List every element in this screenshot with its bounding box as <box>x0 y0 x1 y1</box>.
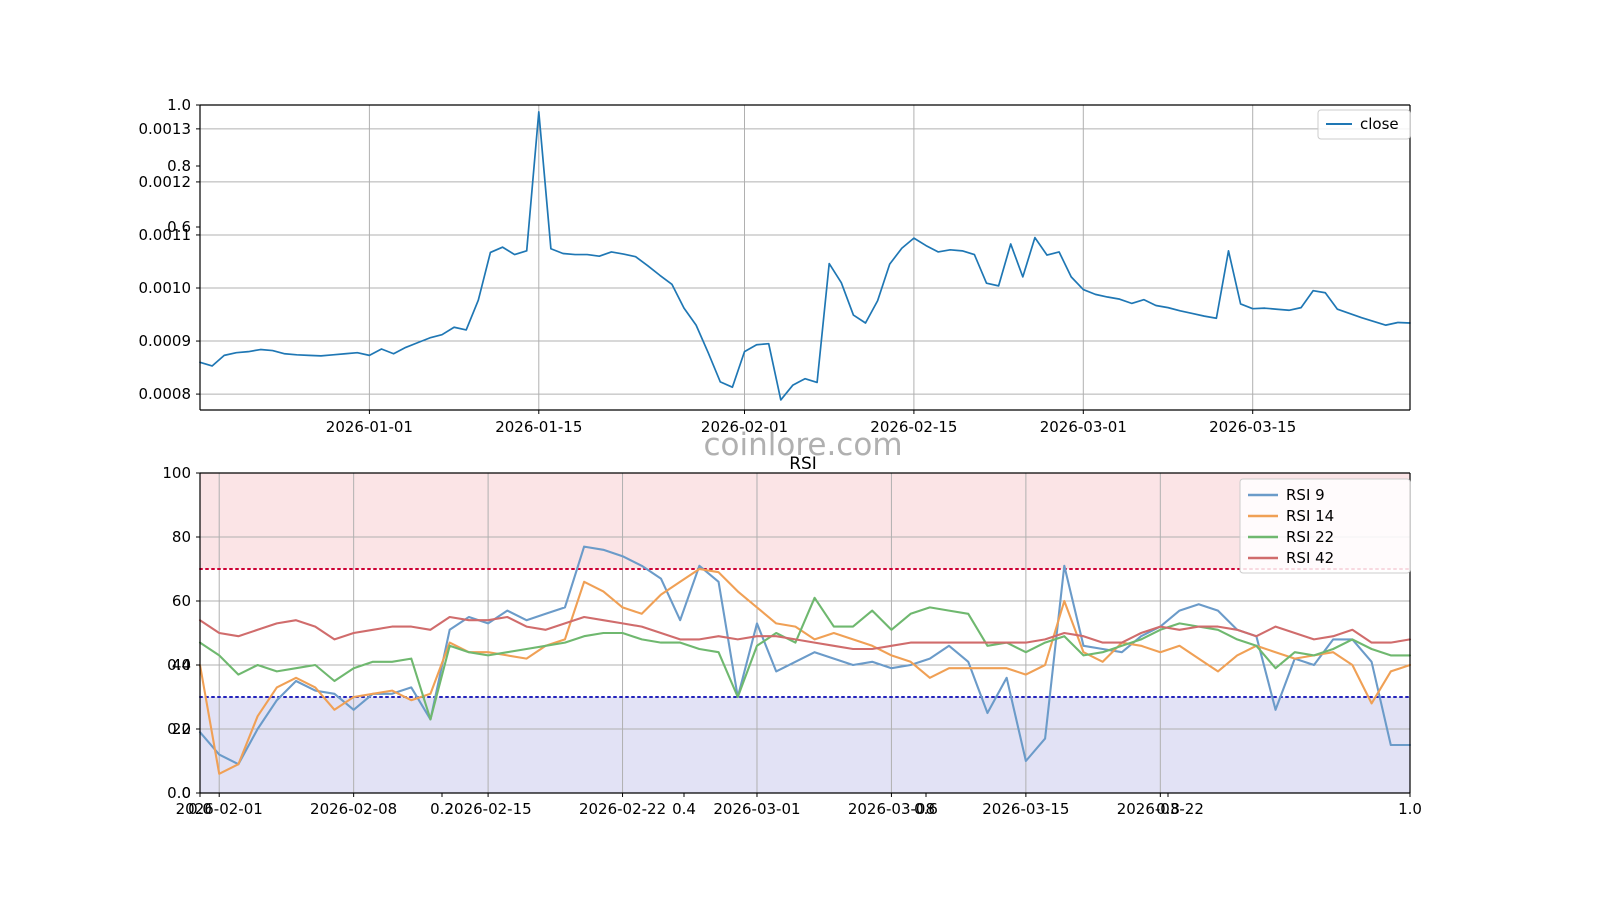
legend-background <box>1239 478 1411 574</box>
y-tick-label: 0.0009 <box>139 332 192 350</box>
x-tick-label: 2026-03-22 <box>1117 800 1204 818</box>
rsi-line-rsi-42 <box>198 615 1412 651</box>
price-x-tick-labels: 2026-01-01 2026-01-15 2026-02-01 2026-02-15… <box>326 410 1296 436</box>
x-tick-label: 2026-02-15 <box>445 800 532 818</box>
rsi-line-rsi-9 <box>198 545 1412 766</box>
y-tick-label: 0 <box>181 784 191 802</box>
rsi-oversold-band <box>200 697 1410 793</box>
y-tick-label: 0.0012 <box>139 173 192 191</box>
price-panel: 0.0008 0.0009 0.0010 0.0011 0.0012 0.0013 0.6… <box>139 96 1411 436</box>
y-tick-label: 0.0010 <box>139 279 192 297</box>
price-y-tick-labels: 0.0008 0.0009 0.0010 0.0011 0.0012 0.0013 <box>139 120 200 403</box>
y-tick-label-overlay: 0.8 <box>167 157 191 175</box>
y-tick-label-overlay: 0.0 <box>167 784 191 802</box>
rsi-x-tick-labels-overlay: 0.0 0.2 0.4 0.6 0.8 1.0 <box>188 793 1422 818</box>
coinlore-watermark: coinlore.com <box>703 427 902 463</box>
rsi-x-tick-labels: 2026-02-01 2026-02-08 2026-02-15 2026-02-22… <box>176 793 1204 818</box>
legend-label-close: close <box>1360 115 1399 133</box>
legend-background <box>1317 109 1411 140</box>
legend-label-rsi-22: RSI 22 <box>1286 528 1334 546</box>
x-tick-label: 2026-02-01 <box>701 418 788 436</box>
y-tick-label-overlay: 0.4 <box>167 656 191 674</box>
x-tick-label-overlay: 0.6 <box>914 800 938 818</box>
price-y-tick-labels-overlay: 0.6 0.8 1.0 <box>167 96 200 236</box>
y-tick-label: 100 <box>162 464 191 482</box>
rsi-y-tick-labels: 0 20 40 60 80 100 <box>162 464 200 802</box>
x-tick-label: 2026-02-22 <box>579 800 666 818</box>
x-tick-label-overlay: 0.2 <box>430 800 454 818</box>
y-tick-label: 0.0008 <box>139 385 192 403</box>
x-tick-label: 2026-02-15 <box>870 418 957 436</box>
x-tick-label: 2026-03-08 <box>848 800 935 818</box>
rsi-title: RSI <box>789 454 817 474</box>
x-tick-label-overlay: 0.4 <box>672 800 696 818</box>
y-tick-label-overlay: 1.0 <box>167 96 191 114</box>
x-tick-label: 2026-01-01 <box>326 418 413 436</box>
x-tick-label: 2026-02-01 <box>176 800 263 818</box>
x-tick-label: 2026-03-01 <box>713 800 800 818</box>
x-tick-label: 2026-03-15 <box>1209 418 1296 436</box>
rsi-line-rsi-22 <box>198 596 1412 721</box>
y-tick-label: 0.0011 <box>139 226 192 244</box>
rsi-series-group <box>198 545 1412 775</box>
x-tick-label: 2026-01-15 <box>495 418 582 436</box>
y-tick-label: 80 <box>172 528 191 546</box>
price-gridlines <box>200 105 1410 410</box>
rsi-legend[interactable]: RSI 9 RSI 14 RSI 22 RSI 42 <box>1239 478 1411 574</box>
rsi-line-rsi-14 <box>198 567 1412 775</box>
y-tick-label-overlay: 0.6 <box>167 218 191 236</box>
legend-label-rsi-9: RSI 9 <box>1286 486 1325 504</box>
x-tick-label: 2026-03-15 <box>982 800 1069 818</box>
price-legend[interactable]: close <box>1317 109 1411 140</box>
x-tick-label: 2026-02-08 <box>310 800 397 818</box>
x-tick-label-overlay: 1.0 <box>1398 800 1422 818</box>
y-tick-label: 60 <box>172 592 191 610</box>
legend-label-rsi-14: RSI 14 <box>1286 507 1334 525</box>
x-tick-label-overlay: 0.8 <box>1156 800 1180 818</box>
y-tick-label-overlay: 0.2 <box>167 720 191 738</box>
x-tick-label-overlay: 0.0 <box>188 800 212 818</box>
price-plot-background <box>200 105 1410 410</box>
y-tick-label: 20 <box>172 720 191 738</box>
price-series-group <box>199 111 1411 401</box>
price-close-line <box>199 111 1411 401</box>
legend-label-rsi-42: RSI 42 <box>1286 549 1334 567</box>
rsi-y-tick-labels-overlay: 0.0 0.2 0.4 <box>167 656 200 802</box>
x-tick-label: 2026-03-01 <box>1040 418 1127 436</box>
y-tick-label: 0.0013 <box>139 120 192 138</box>
y-tick-label: 40 <box>172 656 191 674</box>
rsi-overbought-band <box>200 473 1410 569</box>
